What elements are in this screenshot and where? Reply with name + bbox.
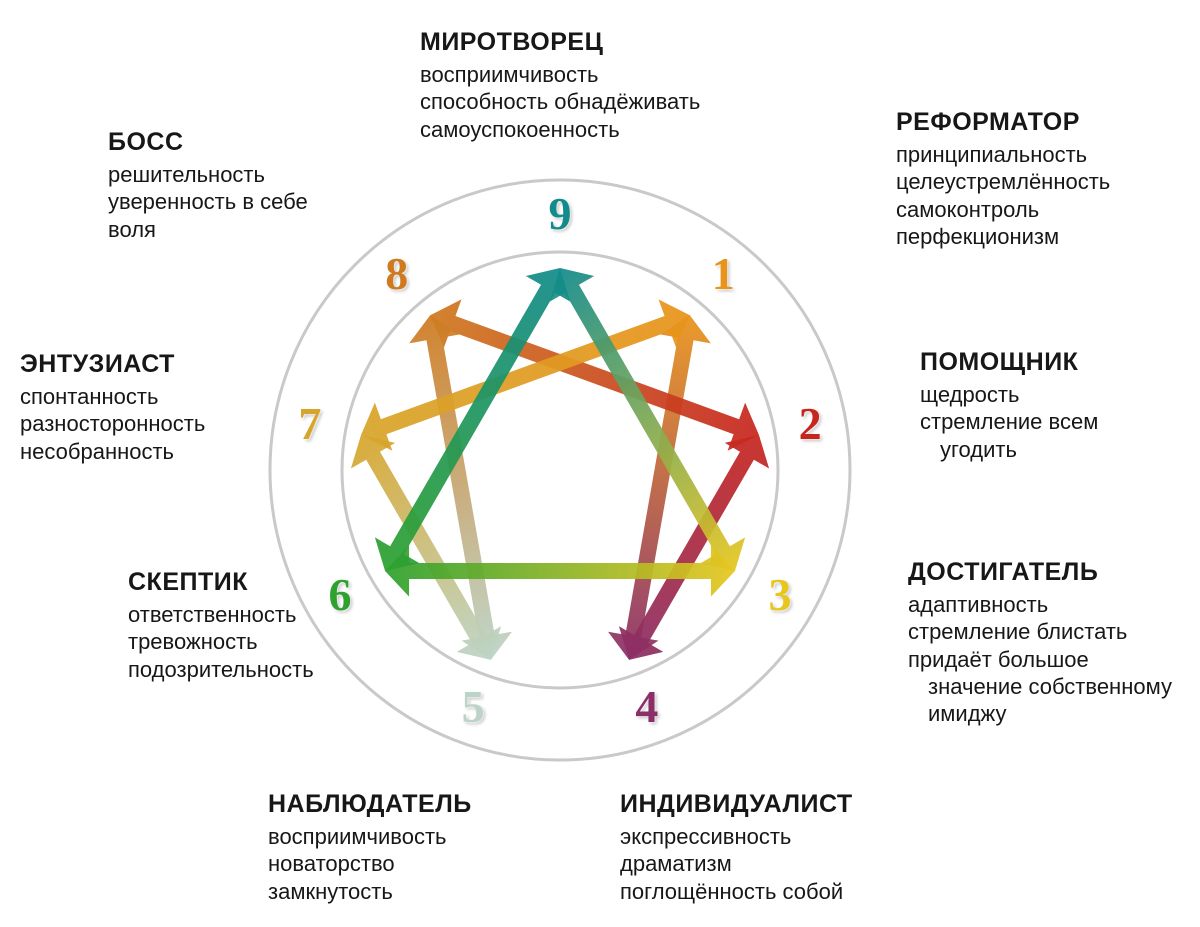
trait-line: экспрессивность <box>620 823 853 850</box>
trait-line: целеустремлённость <box>896 168 1110 195</box>
type-label-4: ИНДИВИДУАЛИСТ экспрессивностьдраматизмпог… <box>620 790 853 905</box>
trait-line: принципиальность <box>896 141 1110 168</box>
type-title-8: БОСС <box>108 128 308 157</box>
trait-line: имиджу <box>908 700 1172 727</box>
trait-line: способность обнадёживать <box>420 88 700 115</box>
trait-line: поглощённость собой <box>620 878 853 905</box>
trait-line: подозрительность <box>128 656 314 683</box>
type-title-9: МИРОТВОРЕЦ <box>420 28 700 57</box>
type-traits-9: восприимчивостьспособность обнадёживатьс… <box>420 61 700 143</box>
type-traits-1: принципиальностьцелеустремлённостьсамоко… <box>896 141 1110 250</box>
trait-line: тревожность <box>128 628 314 655</box>
trait-line: восприимчивость <box>420 61 700 88</box>
enneagram-canvas: МИРОТВОРЕЦвосприимчивостьспособность обн… <box>0 0 1200 927</box>
trait-line: стремление блистать <box>908 618 1172 645</box>
type-title-6: СКЕПТИК <box>128 568 314 597</box>
type-traits-5: восприимчивостьноваторствозамкнутость <box>268 823 472 905</box>
trait-line: новаторство <box>268 850 472 877</box>
type-label-9: МИРОТВОРЕЦ восприимчивостьспособность обн… <box>420 28 700 143</box>
type-title-4: ИНДИВИДУАЛИСТ <box>620 790 853 819</box>
trait-line: замкнутость <box>268 878 472 905</box>
trait-line: восприимчивость <box>268 823 472 850</box>
type-label-3: ДОСТИГАТЕЛЬ адаптивностьстремление блиста… <box>908 558 1172 727</box>
trait-line: несобранность <box>20 438 205 465</box>
type-traits-2: щедростьстремление всемугодить <box>920 381 1098 463</box>
trait-line: уверенность в себе <box>108 188 308 215</box>
type-number-5: 5 <box>453 680 493 733</box>
type-traits-6: ответственностьтревожностьподозрительнос… <box>128 601 314 683</box>
trait-line: перфекционизм <box>896 223 1110 250</box>
type-number-2: 2 <box>790 397 830 450</box>
type-label-8: БОСС решительностьуверенность в себеволя <box>108 128 308 243</box>
type-number-9: 9 <box>540 187 580 240</box>
type-number-8: 8 <box>377 247 417 300</box>
trait-line: разносторонность <box>20 410 205 437</box>
trait-line: спонтанность <box>20 383 205 410</box>
type-label-6: СКЕПТИК ответственностьтревожностьподозри… <box>128 568 314 683</box>
type-number-1: 1 <box>703 247 743 300</box>
outer-ring <box>270 180 850 760</box>
type-traits-7: спонтанностьразносторонностьнесобранност… <box>20 383 205 465</box>
type-title-2: ПОМОЩНИК <box>920 348 1098 377</box>
type-traits-4: экспрессивностьдраматизмпоглощённость со… <box>620 823 853 905</box>
type-label-1: РЕФОРМАТОР принципиальностьцелеустремлённ… <box>896 108 1110 250</box>
inner-ring <box>342 252 778 688</box>
trait-line: драматизм <box>620 850 853 877</box>
trait-line: воля <box>108 216 308 243</box>
trait-line: самоконтроль <box>896 196 1110 223</box>
type-number-7: 7 <box>290 397 330 450</box>
trait-line: ответственность <box>128 601 314 628</box>
type-title-3: ДОСТИГАТЕЛЬ <box>908 558 1172 587</box>
type-number-6: 6 <box>320 568 360 621</box>
type-title-5: НАБЛЮДАТЕЛЬ <box>268 790 472 819</box>
type-label-7: ЭНТУЗИАСТ спонтанностьразносторонностьнес… <box>20 350 205 465</box>
trait-line: стремление всем <box>920 408 1098 435</box>
type-title-1: РЕФОРМАТОР <box>896 108 1110 137</box>
type-label-2: ПОМОЩНИК щедростьстремление всемугодить <box>920 348 1098 463</box>
type-traits-8: решительностьуверенность в себеволя <box>108 161 308 243</box>
trait-line: щедрость <box>920 381 1098 408</box>
type-number-4: 4 <box>627 680 667 733</box>
trait-line: угодить <box>920 436 1098 463</box>
trait-line: значение собственному <box>908 673 1172 700</box>
trait-line: придаёт большое <box>908 646 1172 673</box>
trait-line: адаптивность <box>908 591 1172 618</box>
trait-line: самоуспокоенность <box>420 116 700 143</box>
type-title-7: ЭНТУЗИАСТ <box>20 350 205 379</box>
type-number-3: 3 <box>760 568 800 621</box>
type-label-5: НАБЛЮДАТЕЛЬ восприимчивостьноваторствозам… <box>268 790 472 905</box>
type-traits-3: адаптивностьстремление блистатьпридаёт б… <box>908 591 1172 727</box>
trait-line: решительность <box>108 161 308 188</box>
